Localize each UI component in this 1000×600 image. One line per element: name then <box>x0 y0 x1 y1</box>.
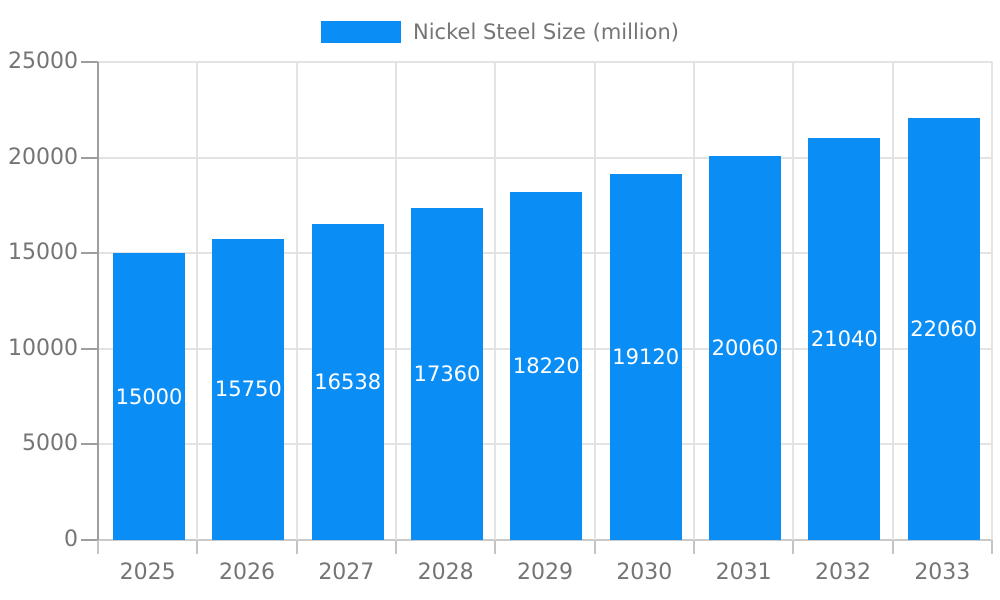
bar[interactable] <box>411 208 483 540</box>
x-axis-label: 2032 <box>814 560 871 585</box>
y-axis-label: 25000 <box>8 49 78 74</box>
x-tick <box>395 540 397 554</box>
x-axis-label: 2031 <box>715 560 772 585</box>
gridline-v <box>693 62 695 540</box>
gridline-v <box>395 62 397 540</box>
y-axis-line <box>97 62 99 540</box>
x-tick <box>196 540 199 554</box>
y-tick <box>81 156 98 159</box>
x-axis-label: 2028 <box>417 560 474 585</box>
x-axis-label: 2027 <box>318 560 375 585</box>
y-axis-label: 20000 <box>8 144 78 170</box>
legend-label: Nickel Steel Size (million) <box>413 20 679 44</box>
legend[interactable]: Nickel Steel Size (million) <box>0 20 1000 44</box>
gridline-h <box>98 539 992 541</box>
y-axis-label: 5000 <box>22 431 78 457</box>
gridline-v <box>494 62 497 540</box>
bar[interactable] <box>510 191 583 540</box>
x-axis-label: 2026 <box>218 560 275 585</box>
bar[interactable] <box>709 156 781 540</box>
bar[interactable] <box>808 137 881 540</box>
gridline-v <box>792 62 795 540</box>
x-tick <box>97 540 99 554</box>
bar-value-label: 17360 <box>413 362 481 387</box>
bar[interactable] <box>113 253 185 540</box>
bar-value-label: 16538 <box>314 369 382 394</box>
gridline-v <box>196 62 199 540</box>
x-tick <box>792 540 795 554</box>
y-tick <box>81 539 98 541</box>
x-tick <box>693 540 695 554</box>
x-axis-label: 2030 <box>616 560 673 585</box>
gridline-v <box>593 62 596 540</box>
legend-swatch <box>321 21 402 43</box>
y-axis-label: 15000 <box>8 240 78 266</box>
x-axis-label: 2033 <box>914 560 971 585</box>
bar[interactable] <box>907 118 980 540</box>
y-tick <box>81 252 98 255</box>
bar-value-label: 18220 <box>512 353 580 378</box>
gridline-h <box>98 61 992 63</box>
gridline-v <box>991 62 993 540</box>
bar-value-label: 22060 <box>910 317 978 342</box>
bar[interactable] <box>609 174 682 540</box>
bar-value-label: 15000 <box>115 384 183 409</box>
x-tick <box>295 540 298 554</box>
bar[interactable] <box>311 223 384 540</box>
x-tick <box>991 540 993 554</box>
y-axis-label: 0 <box>64 527 78 552</box>
y-tick <box>81 443 98 446</box>
bar[interactable] <box>212 238 285 540</box>
x-tick <box>891 540 894 554</box>
y-tick <box>81 347 98 350</box>
bar-value-label: 19120 <box>612 345 680 370</box>
x-tick <box>593 540 596 554</box>
bar-value-label: 21040 <box>810 326 878 351</box>
bar-value-label: 20060 <box>711 336 779 361</box>
x-axis-label: 2029 <box>516 560 573 585</box>
y-axis-label: 10000 <box>8 335 78 361</box>
x-tick <box>494 540 497 554</box>
x-axis-label: 2025 <box>119 560 176 585</box>
bar-value-label: 15750 <box>214 377 282 402</box>
y-tick <box>81 61 98 63</box>
gridline-h <box>98 156 992 159</box>
gridline-v <box>891 62 894 540</box>
gridline-v <box>295 62 298 540</box>
